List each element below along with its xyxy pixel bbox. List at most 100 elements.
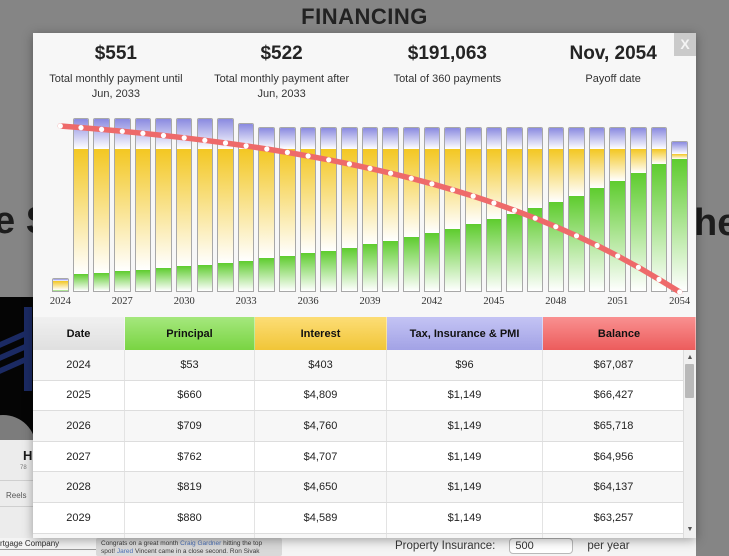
x-axis-label: 2030 — [173, 296, 195, 307]
bar-segment — [342, 149, 357, 248]
x-axis-label: 2045 — [483, 296, 505, 307]
bar-segment — [114, 271, 130, 291]
bar-segment — [73, 119, 89, 149]
x-axis-label: 2048 — [545, 296, 567, 307]
bar-segment — [321, 250, 336, 291]
bar-segment — [300, 149, 316, 254]
notification-toast[interactable]: Congrats on a great month Craig Gardner … — [96, 538, 282, 556]
table-scrollbar[interactable]: ▲ ▼ — [683, 350, 696, 538]
table-header-cell: Date — [33, 317, 125, 350]
table-cell: $96 — [387, 350, 543, 380]
table-cell: 2028 — [33, 472, 125, 502]
table-cell: $4,524 — [255, 533, 387, 538]
property-insurance-input[interactable] — [509, 537, 574, 554]
stacked-bar-2046 — [506, 127, 523, 292]
table-cell: $1,149 — [387, 533, 543, 538]
headline-fragment-right: hee — [694, 202, 729, 244]
bar-segment — [135, 148, 151, 270]
notification-text: Vincent came in a close second. Ron Siva… — [134, 548, 260, 555]
bar-segment — [589, 149, 605, 189]
bar-segment — [321, 128, 336, 150]
stacked-bar-2037 — [320, 127, 337, 292]
table-header: Date Principal Interest Tax, Insurance &… — [33, 317, 696, 350]
stacked-bar-2045 — [485, 127, 503, 292]
notification-text: Congrats on a great month — [101, 540, 181, 547]
stacked-bar-2030 — [175, 118, 193, 292]
x-axis-label: 2039 — [359, 296, 381, 307]
table-cell: $4,707 — [255, 441, 387, 472]
stacked-bar-2044 — [464, 127, 482, 292]
table-cell: $403 — [255, 350, 387, 380]
bar-segment — [569, 128, 584, 150]
bar-segment — [527, 149, 543, 209]
table-cell: 2029 — [33, 502, 125, 533]
table-cell: $819 — [125, 472, 255, 502]
bar-segment — [114, 148, 130, 272]
person-link[interactable]: Jared — [116, 548, 134, 555]
close-button[interactable]: X — [674, 33, 696, 56]
stacked-bar-2038 — [341, 127, 358, 292]
bar-segment — [362, 149, 378, 245]
stat-label: Total monthly payment after Jun, 2033 — [214, 73, 350, 100]
bar-segment — [94, 272, 109, 291]
bar-segment — [197, 119, 213, 149]
stacked-bar-2054 — [671, 141, 688, 292]
bar-segment — [238, 260, 254, 291]
bar-segment — [383, 149, 398, 241]
financing-modal: X $551 Total monthly payment until Jun, … — [33, 33, 696, 538]
bar-segment — [507, 149, 522, 214]
scroll-up-icon[interactable]: ▲ — [686, 354, 694, 361]
bar-segment — [569, 149, 584, 196]
stacked-bar-2025 — [72, 118, 90, 292]
bar-segment — [383, 128, 398, 150]
bar-segment — [465, 224, 481, 291]
bar-segment — [631, 128, 646, 150]
bar-segment — [651, 128, 667, 150]
table-cell: $4,650 — [255, 472, 387, 502]
table-header-cell: Interest — [255, 317, 387, 350]
stat-label: Payoff date — [585, 73, 641, 85]
scroll-down-icon[interactable]: ▼ — [686, 526, 694, 533]
stat-monthly-until: $551 Total monthly payment until Jun, 20… — [33, 43, 199, 102]
bar-segment — [197, 148, 213, 265]
property-insurance-suffix: per year — [587, 539, 630, 552]
property-insurance-row: Property Insurance: per year — [395, 537, 630, 556]
stat-payoff-date: Nov, 2054 Payoff date — [530, 43, 696, 102]
bar-segment — [218, 119, 233, 149]
table-row: 2029 $880 $4,589 $1,149 $63,257 — [33, 502, 684, 534]
bar-segment — [259, 258, 275, 291]
stat-value: $191,063 — [407, 43, 487, 64]
bar-segment — [610, 180, 626, 291]
bar-segment — [486, 219, 502, 291]
bar-segment — [631, 172, 646, 291]
x-axis-label: 2027 — [111, 296, 133, 307]
stacked-bar-2036 — [299, 127, 317, 292]
stacked-bar-2026 — [93, 118, 110, 292]
table-cell: $67,087 — [593, 358, 634, 371]
bar-segment — [672, 142, 687, 155]
bar-segment — [135, 269, 151, 291]
divider — [0, 506, 33, 507]
table-cell: $709 — [125, 411, 255, 441]
stacked-bar-2032 — [217, 118, 234, 292]
bar-segment — [507, 213, 522, 291]
bar-segment — [424, 149, 440, 234]
video-thumbnail[interactable] — [0, 297, 33, 440]
property-insurance-label: Property Insurance: — [395, 539, 496, 552]
bar-segment — [486, 149, 502, 220]
table-row: 2026 $709 $4,760 $1,149 $65,718 — [33, 411, 684, 442]
bar-segment — [403, 128, 419, 150]
bar-segment — [445, 149, 460, 229]
bar-segment — [321, 149, 336, 251]
scrollbar-thumb[interactable] — [685, 364, 694, 398]
bar-segment — [445, 228, 460, 291]
table-cell: 2026 — [33, 411, 125, 441]
bar-segment — [53, 289, 68, 291]
person-link[interactable]: Craig Gardner — [180, 540, 222, 547]
bar-segment — [300, 253, 316, 291]
bar-segment — [424, 233, 440, 291]
bar-segment — [548, 149, 564, 203]
reels-tab[interactable]: Reels — [6, 491, 27, 500]
table-header-cell: Balance — [543, 317, 696, 350]
table-cell: $1,149 — [387, 411, 543, 441]
